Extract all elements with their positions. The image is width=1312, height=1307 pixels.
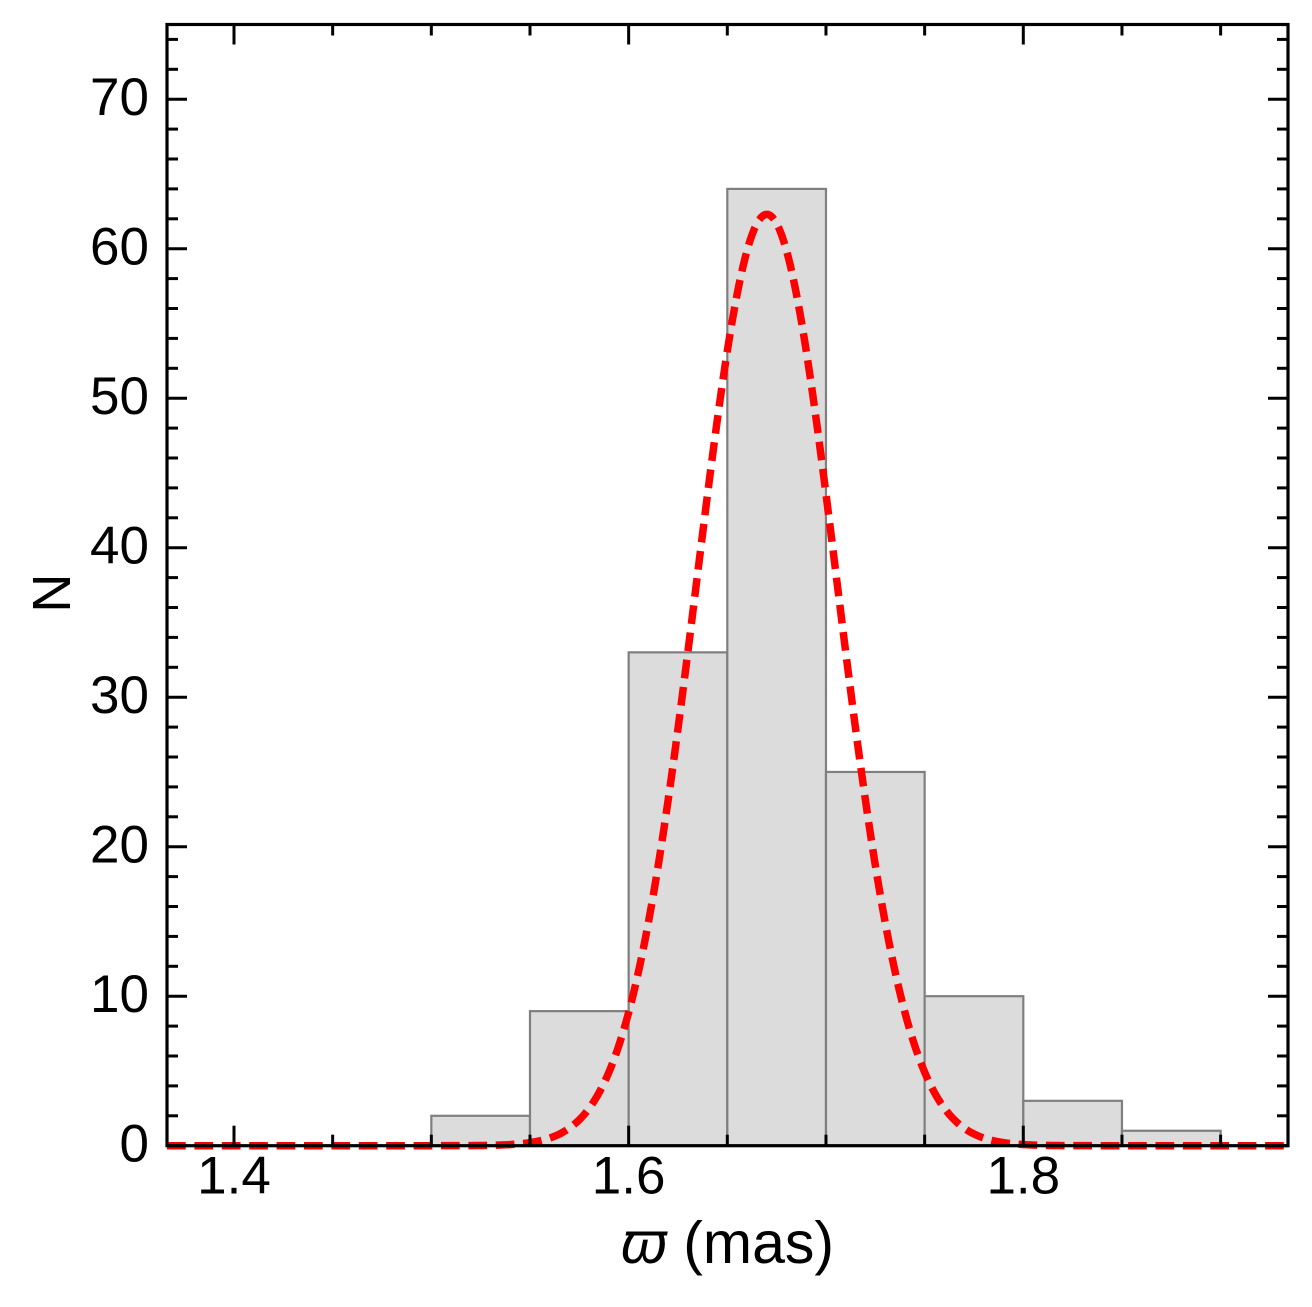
- svg-text:50: 50: [90, 367, 149, 426]
- svg-text:1.6: 1.6: [592, 1147, 666, 1206]
- svg-text:ϖ (mas): ϖ (mas): [621, 1210, 834, 1276]
- svg-text:60: 60: [90, 218, 149, 277]
- svg-text:40: 40: [90, 517, 149, 576]
- svg-text:1.8: 1.8: [986, 1147, 1060, 1206]
- svg-text:1.4: 1.4: [197, 1147, 271, 1206]
- svg-text:10: 10: [90, 965, 149, 1024]
- svg-text:0: 0: [120, 1115, 149, 1174]
- svg-text:30: 30: [90, 666, 149, 725]
- svg-text:N: N: [22, 574, 82, 613]
- svg-text:20: 20: [90, 816, 149, 875]
- svg-text:70: 70: [90, 68, 149, 127]
